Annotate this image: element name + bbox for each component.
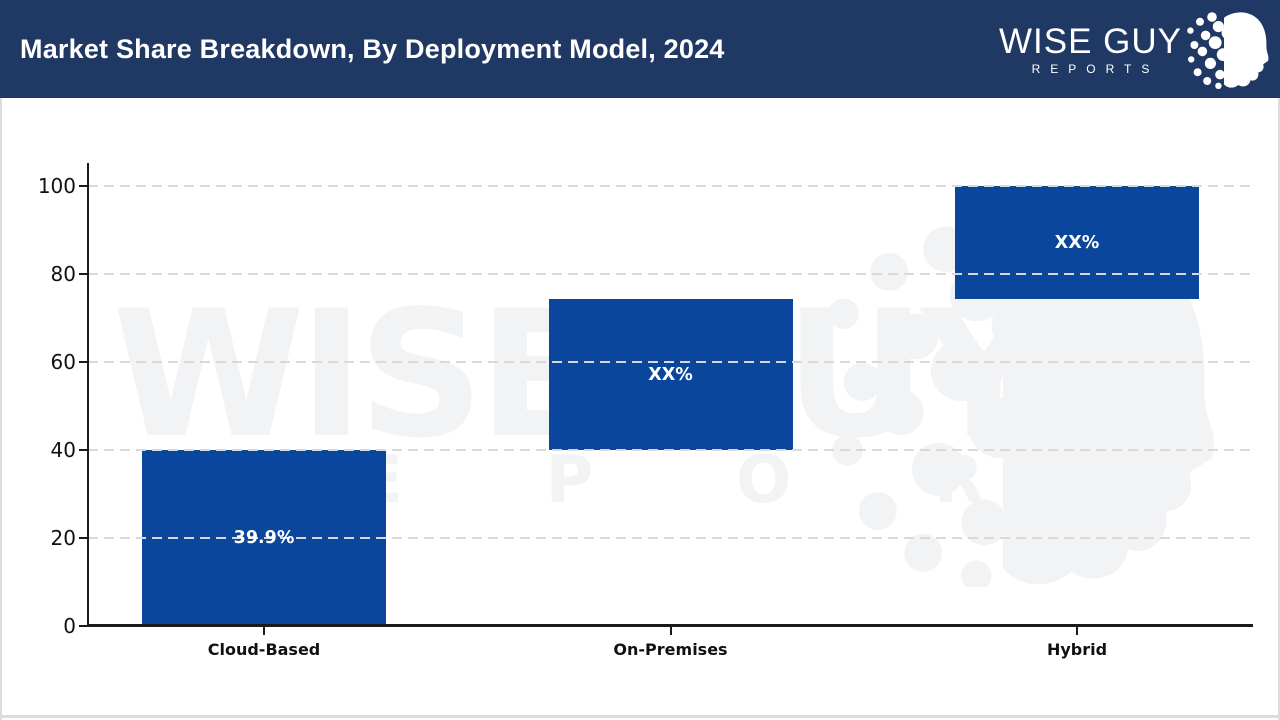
bottom-edge-line: [0, 715, 1280, 718]
y-tick-100: [79, 185, 88, 187]
y-axis-spine: [87, 163, 89, 627]
gridline-20: [88, 537, 1253, 539]
gridline-60: [88, 361, 1253, 363]
x-tick-1: [669, 627, 672, 635]
x-category-label: On-Premises: [613, 640, 728, 659]
y-tick-60: [79, 361, 88, 363]
bar-on-premises: [548, 299, 793, 450]
x-tick-2: [1076, 627, 1078, 635]
x-category-label: Cloud-Based: [207, 640, 321, 659]
logo-face-icon: [1187, 12, 1269, 89]
bar-value-label: XX%: [648, 364, 693, 385]
logo-reports-label: REPORTS: [1031, 61, 1160, 76]
y-tick-label-0: 0: [63, 614, 76, 638]
y-tick-label-40: 40: [50, 438, 76, 462]
y-tick-40: [79, 449, 88, 451]
x-category-label: Hybrid: [1046, 640, 1108, 659]
x-tick-0: [263, 627, 265, 635]
y-tick-label-20: 20: [50, 526, 76, 550]
left-edge-line: [0, 98, 2, 720]
y-tick-label-80: 80: [50, 262, 76, 286]
page-title: Market Share Breakdown, By Deployment Mo…: [20, 33, 725, 64]
logo-text: WISE GUY REPORTS: [999, 24, 1182, 75]
y-tick-80: [79, 273, 88, 275]
gridline-80: [88, 273, 1253, 275]
logo-wiseguy-label: WISE GUY: [998, 21, 1182, 61]
bar-value-label: XX%: [1054, 232, 1100, 253]
x-axis-spine: [87, 624, 1253, 627]
y-tick-20: [79, 537, 88, 539]
y-tick-label-60: 60: [50, 350, 76, 374]
y-tick-label-100: 100: [37, 174, 76, 198]
wise-guy-reports-logo: WISE GUY REPORTS: [999, 4, 1272, 94]
right-edge-line: [1278, 98, 1280, 720]
gridline-100: [88, 185, 1253, 187]
gridline-40: [88, 449, 1253, 451]
header-bar: Market Share Breakdown, By Deployment Mo…: [0, 0, 1280, 98]
bar-value-label: 39.9%: [233, 528, 295, 549]
y-tick-0: [79, 625, 88, 627]
